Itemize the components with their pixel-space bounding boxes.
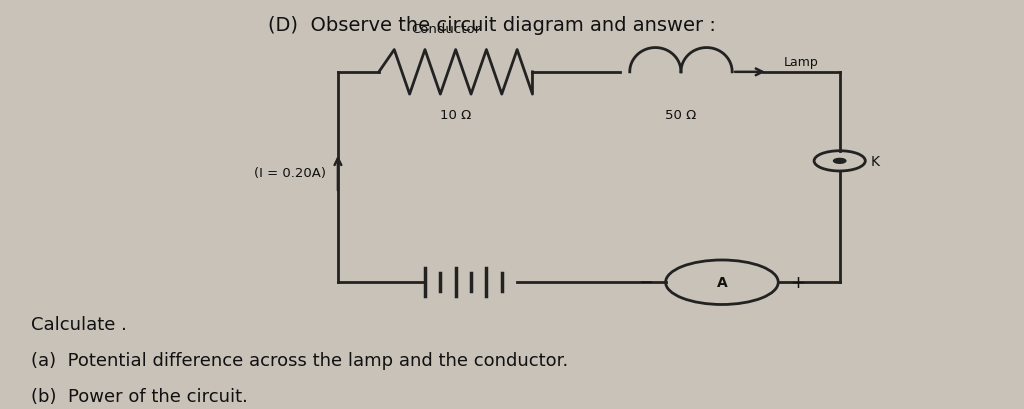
Text: (b)  Power of the circuit.: (b) Power of the circuit.: [31, 387, 248, 405]
Text: Calculate .: Calculate .: [31, 315, 127, 333]
Text: Conductor: Conductor: [411, 23, 480, 36]
Text: A: A: [717, 276, 727, 290]
Text: −: −: [638, 274, 653, 292]
Text: (D)  Observe the circuit diagram and answer :: (D) Observe the circuit diagram and answ…: [267, 16, 716, 35]
Text: Lamp: Lamp: [783, 56, 818, 69]
Text: +: +: [791, 274, 806, 292]
Text: 50 Ω: 50 Ω: [666, 109, 696, 122]
Text: 10 Ω: 10 Ω: [440, 109, 471, 122]
Text: (I = 0.20A): (I = 0.20A): [254, 167, 326, 180]
Text: (a)  Potential difference across the lamp and the conductor.: (a) Potential difference across the lamp…: [31, 351, 568, 369]
Text: K: K: [870, 155, 880, 169]
Circle shape: [834, 159, 846, 164]
